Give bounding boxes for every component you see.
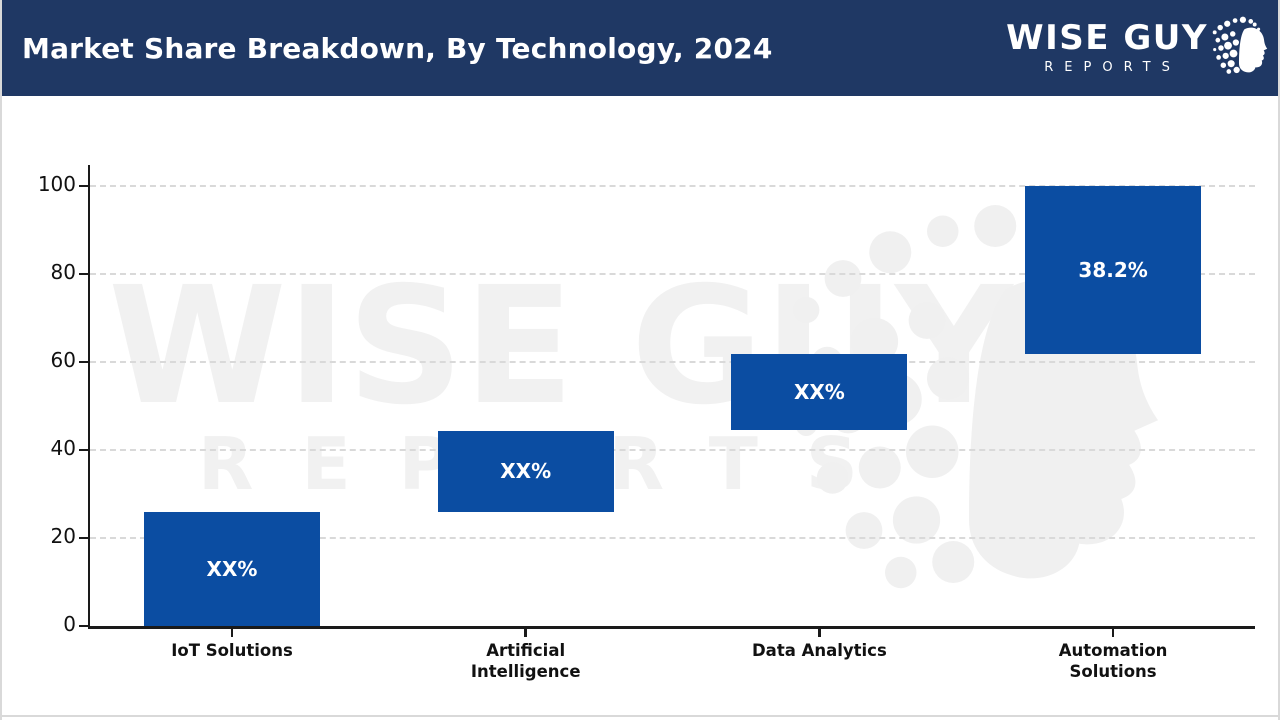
logo-head-icon bbox=[1212, 16, 1268, 74]
y-tick-label: 40 bbox=[50, 436, 76, 460]
x-tick bbox=[1111, 628, 1115, 637]
y-tick bbox=[79, 536, 88, 540]
page-title: Market Share Breakdown, By Technology, 2… bbox=[22, 31, 773, 65]
gridline bbox=[90, 449, 1255, 451]
y-axis-spine bbox=[87, 165, 90, 629]
y-tick bbox=[79, 184, 88, 188]
y-tick-label: 100 bbox=[37, 172, 76, 196]
category-label: Data Analytics bbox=[751, 641, 887, 660]
bar bbox=[1025, 186, 1202, 355]
gridline bbox=[90, 185, 1255, 187]
y-tick-label: 60 bbox=[50, 348, 76, 372]
bar-label: XX% bbox=[793, 380, 845, 405]
bar-label: XX% bbox=[206, 556, 258, 581]
x-axis-spine bbox=[87, 626, 1255, 629]
gridline bbox=[90, 273, 1255, 275]
logo-wordmark-block: WISE GUY REPORTS bbox=[1006, 21, 1208, 75]
bottom-rule bbox=[2, 715, 1278, 717]
logo-wordmark: WISE GUY bbox=[1006, 18, 1208, 58]
y-tick-label: 80 bbox=[50, 260, 76, 284]
gridline bbox=[90, 361, 1255, 363]
logo-reports-label: REPORTS bbox=[1044, 60, 1181, 75]
bar bbox=[437, 430, 614, 512]
category-label: Automation Solutions bbox=[1058, 641, 1168, 682]
bar bbox=[144, 511, 320, 626]
bar bbox=[731, 354, 908, 431]
brand-logo: WISE GUY REPORTS bbox=[1006, 10, 1268, 86]
y-tick-label: 20 bbox=[50, 524, 76, 548]
category-label: Artificial Intelligence bbox=[470, 641, 581, 682]
y-tick-label: 0 bbox=[63, 612, 76, 636]
y-tick bbox=[79, 360, 88, 364]
x-tick bbox=[230, 628, 234, 637]
x-tick bbox=[818, 628, 821, 637]
y-tick bbox=[79, 272, 88, 276]
y-tick bbox=[79, 624, 88, 628]
x-tick bbox=[524, 628, 527, 637]
category-label: IoT Solutions bbox=[171, 641, 293, 660]
bar-label: 38.2% bbox=[1078, 258, 1148, 283]
y-tick bbox=[79, 448, 88, 452]
header: Market Share Breakdown, By Technology, 2… bbox=[2, 0, 1278, 96]
bar-label: XX% bbox=[500, 459, 552, 484]
gridline bbox=[90, 537, 1255, 539]
